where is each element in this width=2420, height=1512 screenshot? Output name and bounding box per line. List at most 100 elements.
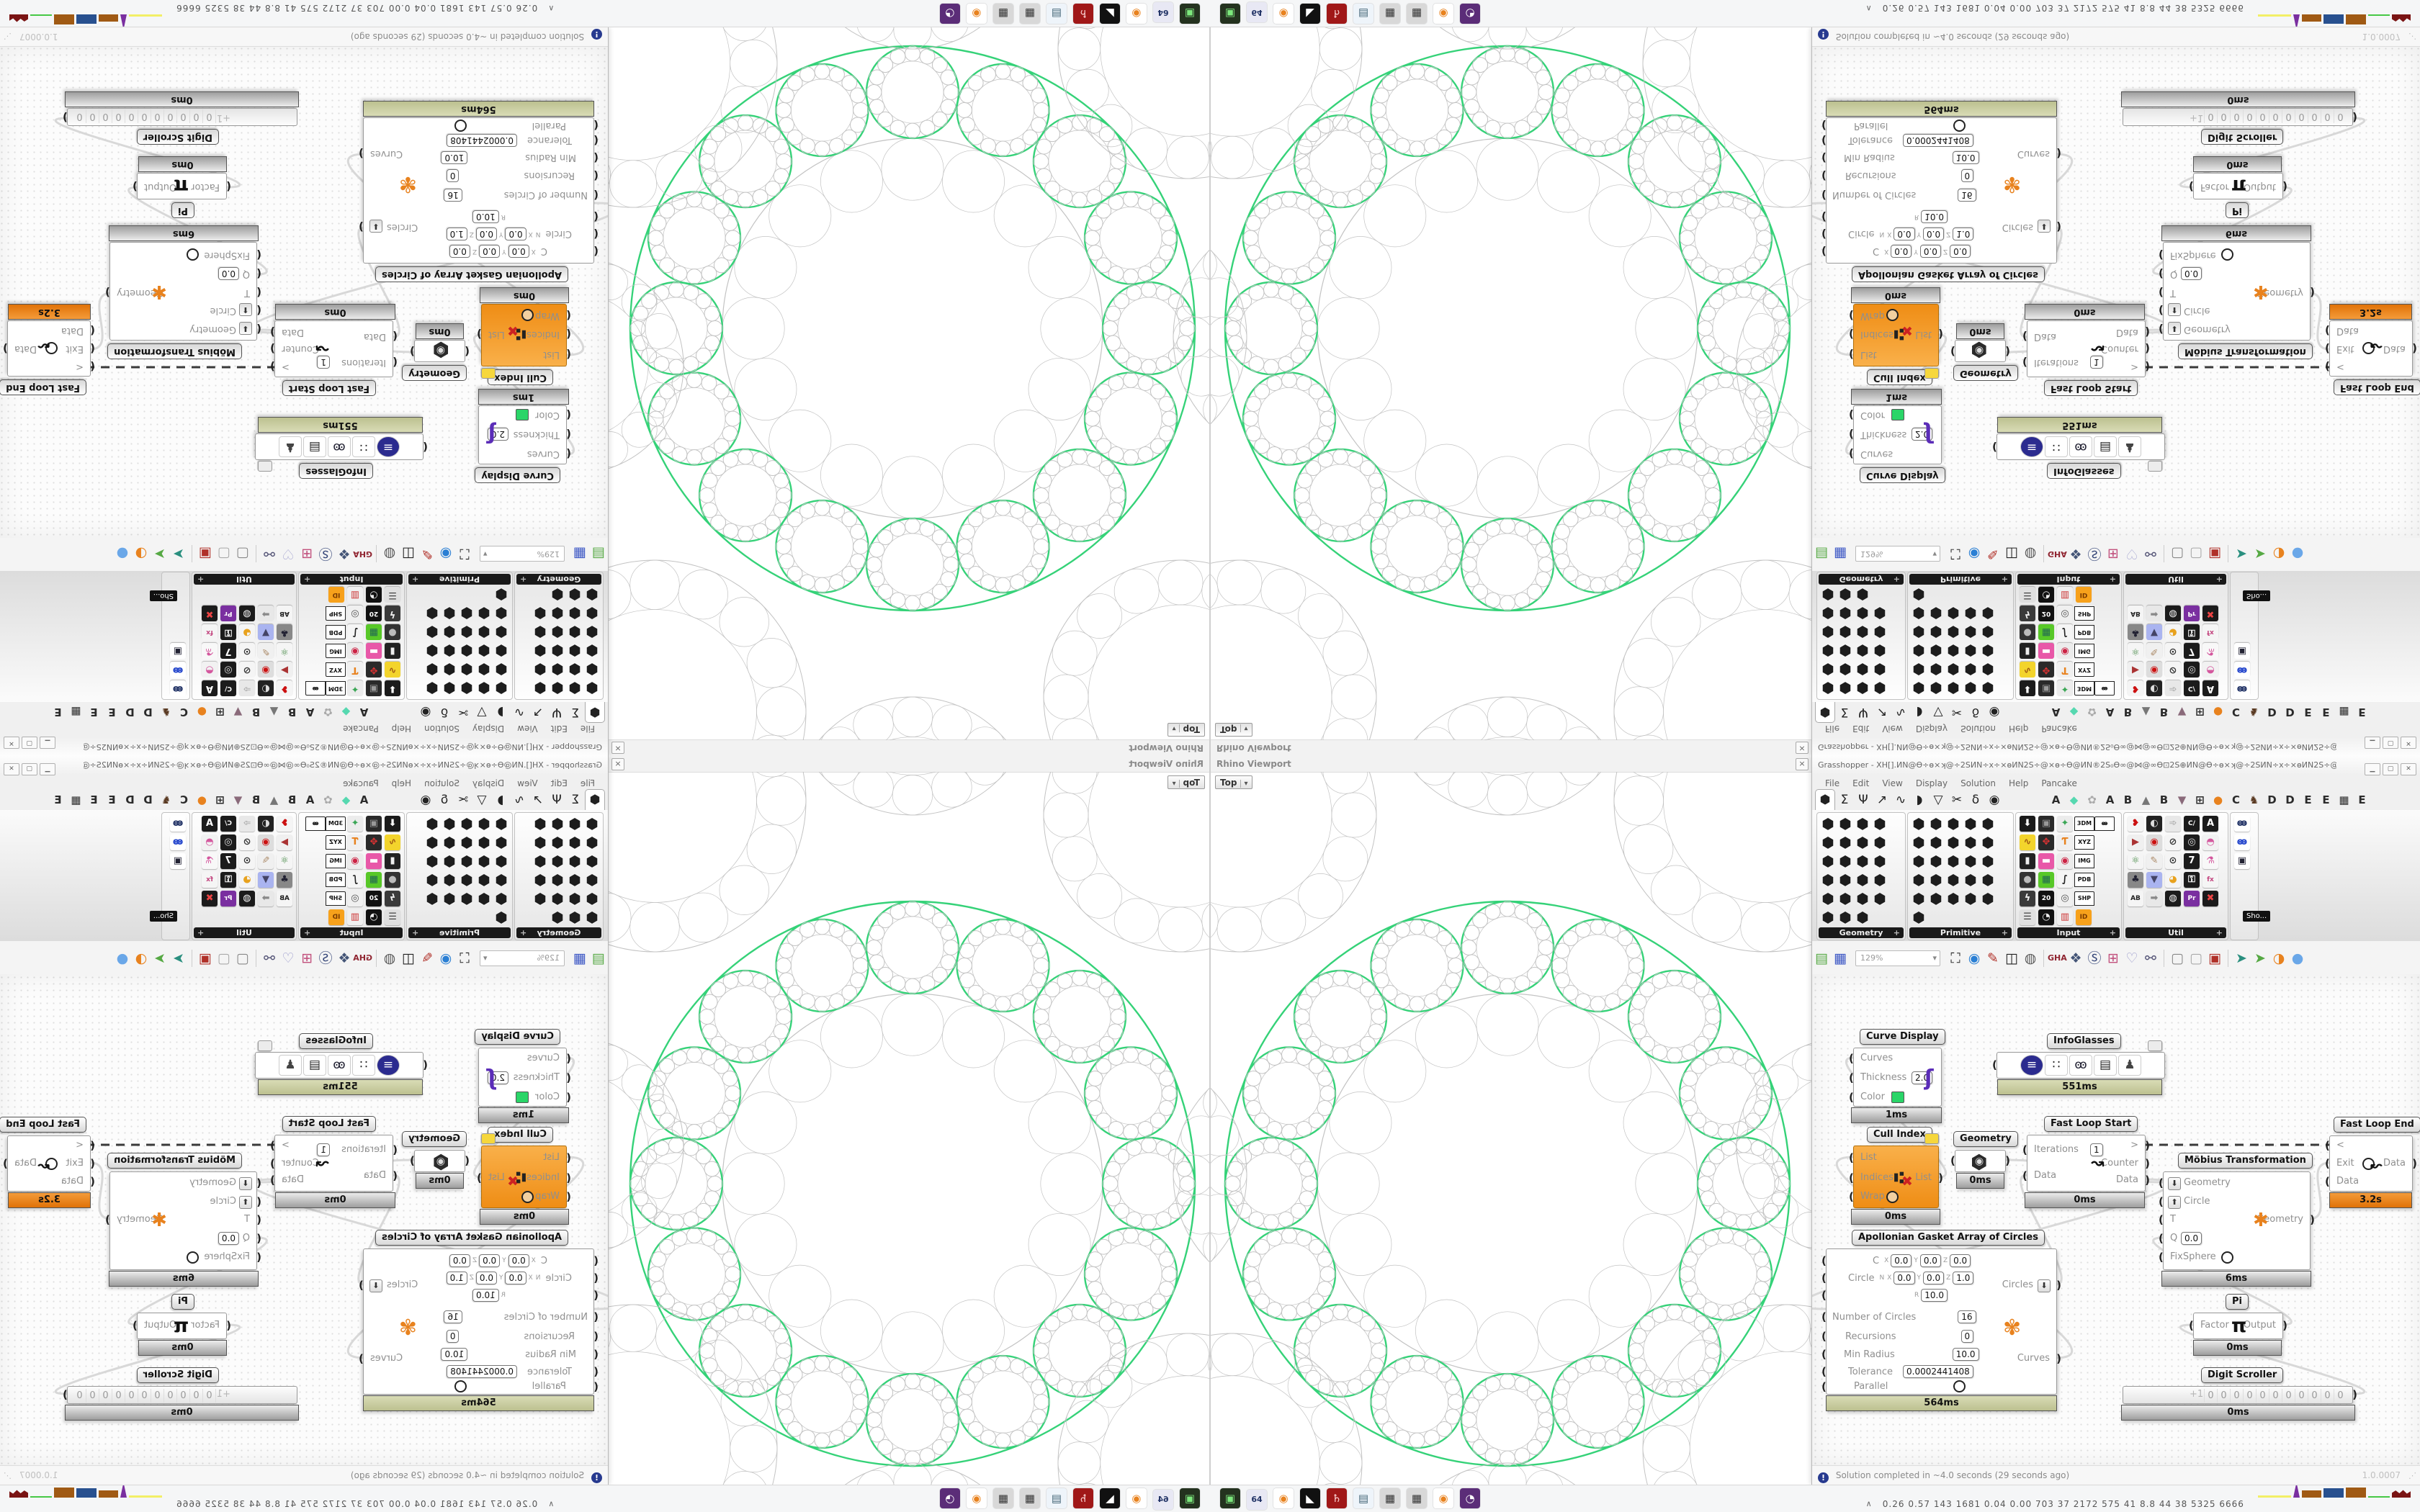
sphere-half-icon[interactable]: ◑ xyxy=(2272,546,2285,562)
component-icon[interactable]: ⬢ xyxy=(1873,642,1886,660)
component-icon[interactable]: ⬢ xyxy=(495,909,508,926)
grasshopper-titlebar[interactable]: Grasshopper - XH[].ИN@Ө÷ɵ×ʞ@÷2SИN÷x÷×ɵИN… xyxy=(0,756,608,775)
component-icon[interactable]: ⬢ xyxy=(1912,834,1925,851)
node-label[interactable]: Cull Index xyxy=(1867,369,1932,385)
digit-cell[interactable]: 0 xyxy=(2269,109,2282,123)
input-port[interactable]: ( xyxy=(2022,1143,2027,1156)
component-icon[interactable]: ⬢ xyxy=(443,680,456,697)
input-port[interactable]: ( xyxy=(593,119,599,132)
component-icon[interactable]: ◔ xyxy=(2038,909,2054,925)
component-icon[interactable]: ◐ xyxy=(2146,680,2162,696)
component-icon[interactable]: ⬢ xyxy=(1964,815,1977,832)
taskbar-app-4[interactable]: ♄ xyxy=(1327,4,1347,24)
component-icon[interactable]: ⊙ xyxy=(239,853,255,869)
tab-plugin-10[interactable]: C xyxy=(2231,793,2240,806)
value-chip[interactable]: 10.0 xyxy=(472,1289,499,1302)
tab-category-2[interactable]: Ψ xyxy=(552,705,562,719)
component-chip-3DM[interactable]: 3DM xyxy=(2074,816,2094,831)
tab-category-8[interactable]: δ xyxy=(440,705,449,719)
toggle-circle[interactable] xyxy=(454,120,467,132)
node-body[interactable]: +1000000000000) xyxy=(63,1386,297,1418)
infoglasses-icon[interactable]: ꙭ xyxy=(328,436,351,457)
taskbar-app-3[interactable]: ◣ xyxy=(1300,4,1320,24)
component-icon[interactable]: ▣ xyxy=(170,853,186,869)
node-body[interactable]: (Iterations 1(Data) >) Counter) Data ↝ xyxy=(270,320,398,377)
component-icon[interactable]: ✥ xyxy=(2038,662,2054,678)
apollonian-gasket-canvas[interactable] xyxy=(608,772,1209,1485)
open-file-icon[interactable]: ▤ xyxy=(592,546,605,562)
taskbar-app-9[interactable]: ◔ xyxy=(1460,1488,1480,1508)
component-icon[interactable]: ▣ xyxy=(170,643,186,659)
publish-icon[interactable]: ◍ xyxy=(383,546,396,562)
component-icon[interactable]: ▮ xyxy=(385,853,400,869)
component-icon[interactable]: Ƭ xyxy=(2057,834,2073,850)
publish-icon[interactable]: ◍ xyxy=(2024,546,2037,562)
tab-plugin-11[interactable]: ♞ xyxy=(2249,706,2259,719)
component-icon[interactable]: ⬢ xyxy=(478,834,490,851)
apollonian-gasket-canvas[interactable] xyxy=(1211,27,1812,740)
tab-category-8[interactable]: δ xyxy=(1971,705,1980,719)
component-icon[interactable]: ➡ xyxy=(258,891,274,906)
output-port[interactable]: ) xyxy=(2056,1352,2061,1365)
component-icon[interactable]: 7 xyxy=(2184,643,2200,659)
input-port[interactable]: ( xyxy=(465,1154,470,1167)
tab-plugin-10[interactable]: C xyxy=(180,793,189,806)
pin-teal-icon[interactable]: ➤ xyxy=(2236,950,2247,966)
component-icon[interactable]: ⬢ xyxy=(495,871,508,888)
component-icon[interactable]: ⬢ xyxy=(1912,852,1925,870)
component-icon[interactable]: ● xyxy=(385,872,400,888)
param-expression-icon[interactable]: ⬇ xyxy=(2038,1279,2051,1292)
expand-icon[interactable]: + xyxy=(2215,928,2223,937)
input-port[interactable]: ( xyxy=(1821,210,1827,223)
component-icon[interactable]: ⬢ xyxy=(1821,852,1834,870)
component-icon[interactable]: ⬢ xyxy=(1912,624,1925,641)
tab-plugin-16[interactable]: ▦ xyxy=(2339,706,2349,719)
input-port[interactable]: ( xyxy=(256,323,261,336)
component-icon[interactable]: ♣ xyxy=(277,624,292,640)
node-label[interactable]: Möbius Transformation xyxy=(107,343,242,359)
output-port[interactable]: ) xyxy=(133,180,138,193)
component-icon[interactable]: ⬢ xyxy=(551,605,564,622)
tab-category-3[interactable]: ↗ xyxy=(532,705,544,719)
component-icon[interactable]: ⬢ xyxy=(1821,909,1834,926)
open-file-icon[interactable]: ▤ xyxy=(1815,950,1828,966)
grasshopper-titlebar[interactable]: Grasshopper - XH[].ИN@Ө÷ɵ×ʞ@÷2SИN÷x÷×ɵИN… xyxy=(1812,756,2420,775)
input-port[interactable]: ( xyxy=(1821,245,1827,258)
tab-plugin-0[interactable]: A xyxy=(2051,706,2061,719)
menu-item-file[interactable]: File xyxy=(1825,724,1840,734)
menu-item-display[interactable]: Display xyxy=(1915,724,1948,734)
bulb-icon[interactable]: ♡ xyxy=(2125,546,2138,562)
comment-bubble-icon[interactable] xyxy=(258,461,272,472)
value-chip[interactable]: 16 xyxy=(444,1310,462,1323)
open-file-icon[interactable]: ▤ xyxy=(1815,546,1828,562)
digit-cell[interactable]: 0 xyxy=(125,109,138,123)
toggle-circle[interactable] xyxy=(521,309,534,321)
close-icon[interactable]: ✕ xyxy=(2401,763,2416,775)
infoglasses-icon[interactable]: ≡ xyxy=(377,436,400,457)
sphere-half-icon[interactable]: ◑ xyxy=(2272,950,2285,966)
menu-item-view[interactable]: View xyxy=(517,724,538,734)
node-body[interactable]: (Factor) Output π xyxy=(2189,1313,2287,1339)
component-icon[interactable]: ⬢ xyxy=(460,680,473,697)
comment-bubble-icon[interactable] xyxy=(481,368,496,379)
input-port[interactable]: ( xyxy=(1849,428,1854,441)
digit-cell[interactable]: 0 xyxy=(2334,1389,2347,1403)
sketch-icon[interactable]: ✎ xyxy=(1987,950,1999,966)
component-icon[interactable]: ⬢ xyxy=(1981,815,1994,832)
infoglasses-icon[interactable]: ▤ xyxy=(303,436,326,457)
tab-plugin-13[interactable]: D xyxy=(2285,706,2295,719)
component-icon[interactable]: ⬢ xyxy=(426,624,439,641)
node-body[interactable]: (List(Indices(Wrap) List ⑆ ✖ xyxy=(1849,304,1943,366)
tab-plugin-6[interactable]: B xyxy=(2159,793,2169,806)
output-port[interactable]: ) xyxy=(270,1174,275,1187)
expand-icon[interactable]: + xyxy=(2109,575,2116,584)
input-port[interactable]: ( xyxy=(566,447,571,460)
taskbar-app-2[interactable]: ◉ xyxy=(1273,1488,1294,1508)
component-icon[interactable]: ⬢ xyxy=(1930,834,1942,851)
component-icon[interactable]: ◉ xyxy=(2146,834,2162,850)
node-body[interactable]: (<(Exit(Data) Data ↜ xyxy=(2325,1135,2417,1192)
node-body[interactable]: ≡∷ꙭ▤♟( xyxy=(1992,433,2165,460)
tab-plugin-11[interactable]: ♞ xyxy=(161,706,171,719)
sphere-blue-icon[interactable]: ● xyxy=(116,950,129,966)
node-canvas[interactable]: Curve Display(Curves(Thickness 2.0(Color ʃ… xyxy=(0,47,608,538)
